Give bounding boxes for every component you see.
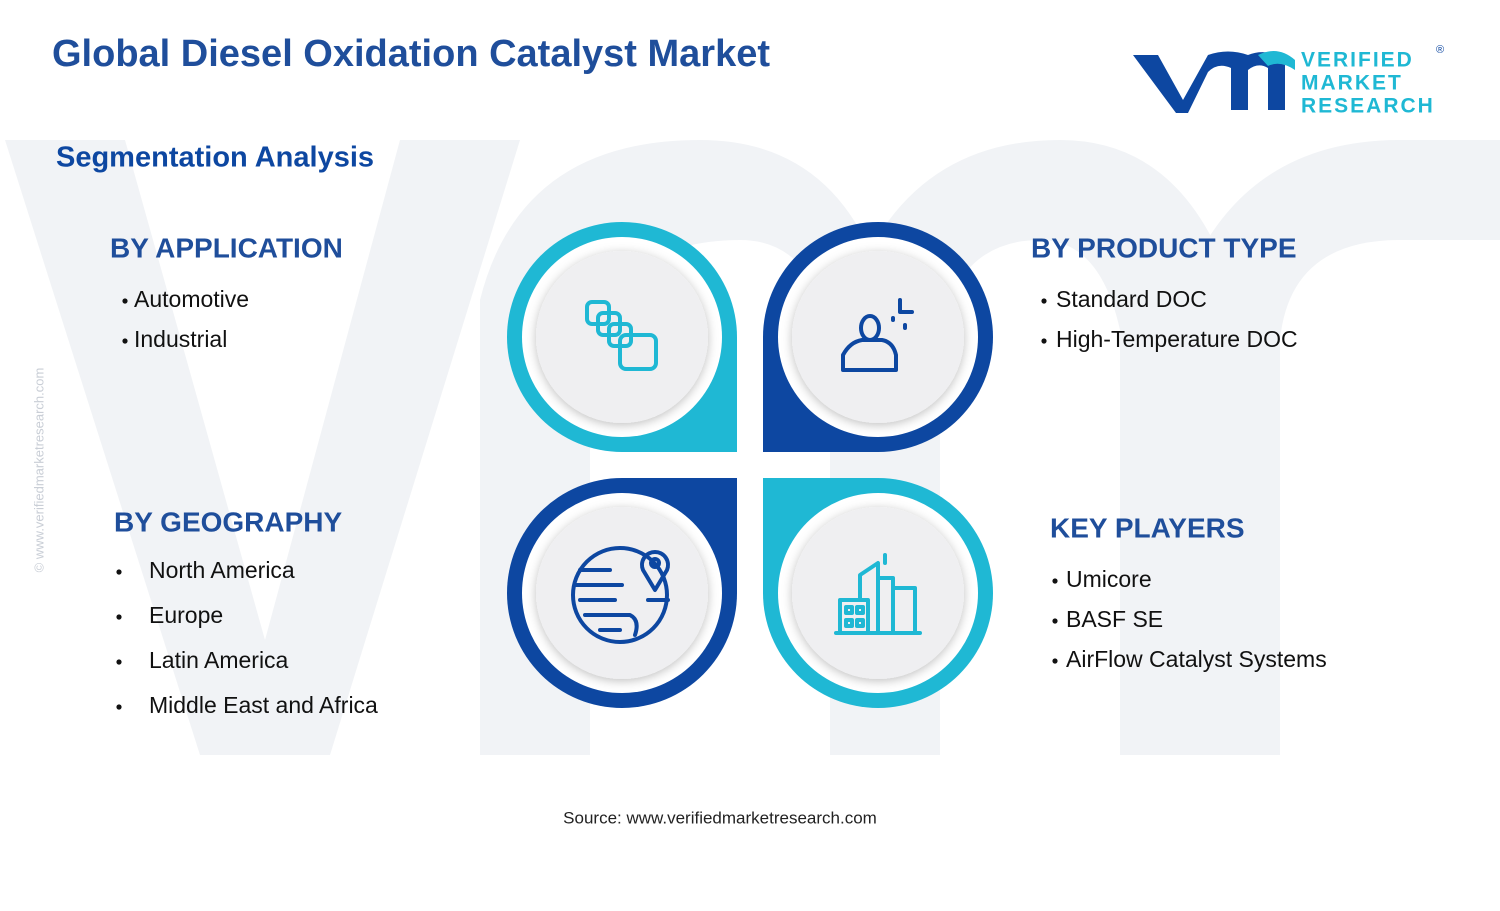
- segment-title: BY GEOGRAPHY: [114, 506, 343, 537]
- subtitle: Segmentation Analysis: [56, 142, 374, 174]
- segment-title: KEY PLAYERS: [1050, 512, 1245, 543]
- segment-item: AirFlow Catalyst Systems: [1066, 646, 1327, 672]
- side-text: © www.verifiedmarketresearch.com: [31, 368, 46, 573]
- bullet: [1052, 618, 1058, 624]
- segment-item: Automotive: [134, 286, 249, 312]
- logo-text: VERIFIED: [1301, 49, 1414, 72]
- logo-mark: ®: [1436, 44, 1444, 56]
- title: Global Diesel Oxidation Catalyst Market: [52, 33, 770, 75]
- bullet: [1052, 658, 1058, 664]
- bullet: [1041, 338, 1047, 344]
- segment-item: North America: [149, 557, 295, 583]
- icon-product: [841, 298, 914, 372]
- icon-application: [585, 300, 658, 371]
- icon-players: [834, 553, 922, 635]
- segment-title: BY APPLICATION: [110, 232, 343, 263]
- segment-item: Europe: [149, 602, 223, 628]
- bullet: [116, 704, 122, 710]
- bullet: [116, 569, 122, 575]
- source: Source: www.verifiedmarketresearch.com: [563, 808, 877, 827]
- icon-geography: [571, 546, 670, 644]
- segment-item: Standard DOC: [1056, 286, 1207, 312]
- segment-item: BASF SE: [1066, 606, 1163, 632]
- bullet: [1052, 578, 1058, 584]
- bullet: [116, 614, 122, 620]
- bullet: [1041, 298, 1047, 304]
- segment-item: Umicore: [1066, 566, 1152, 592]
- logo: VERIFIED MARKET RESEARCH ®: [1133, 44, 1444, 118]
- segment-title: BY PRODUCT TYPE: [1031, 232, 1297, 263]
- logo-text: MARKET: [1301, 72, 1403, 95]
- segment-item: Middle East and Africa: [149, 692, 378, 718]
- segment-item: Industrial: [134, 326, 227, 352]
- segment-item: High-Temperature DOC: [1056, 326, 1298, 352]
- bullet: [122, 338, 128, 344]
- bullet: [122, 298, 128, 304]
- bullet: [116, 659, 122, 665]
- logo-text: RESEARCH: [1301, 95, 1435, 118]
- segment-item: Latin America: [149, 647, 289, 673]
- icon-circle: [536, 507, 708, 679]
